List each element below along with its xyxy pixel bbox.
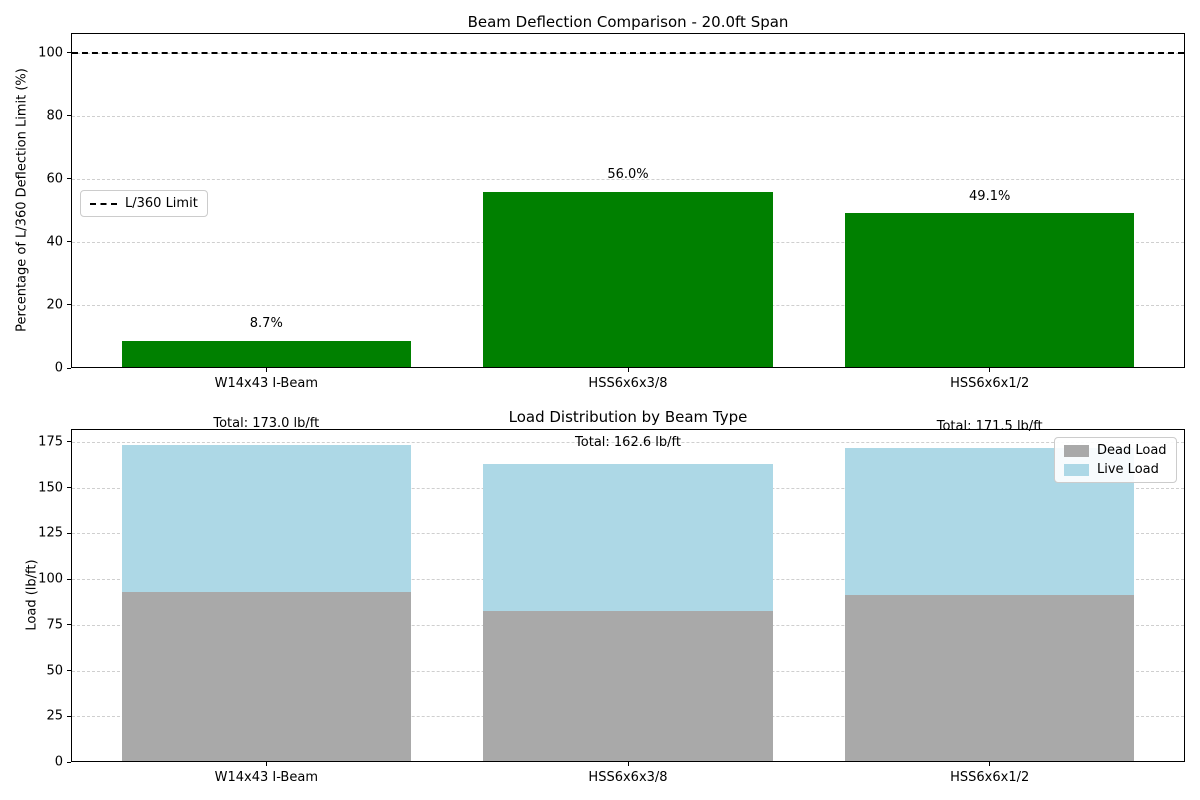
limit-line xyxy=(72,51,1184,54)
deflection-bar xyxy=(121,340,411,367)
y-tick-mark xyxy=(67,487,71,489)
y-tick-mark xyxy=(67,761,71,763)
y-tick-mark xyxy=(67,624,71,626)
y-tick-label: 60 xyxy=(46,171,63,187)
y-tick-mark xyxy=(67,178,71,180)
deflection-bar xyxy=(483,191,773,367)
total-label: Total: 162.6 lb/ft xyxy=(575,434,681,450)
y-tick-label: 125 xyxy=(38,525,63,541)
legend-row: Live Load xyxy=(1064,462,1167,477)
x-tick-mark xyxy=(627,368,629,372)
x-tick-label: HSS6x6x3/8 xyxy=(588,770,668,785)
deflection-y-axis-label: Percentage of L/360 Deflection Limit (%) xyxy=(14,68,30,332)
legend-label: L/360 Limit xyxy=(125,196,198,211)
y-tick-mark xyxy=(67,578,71,580)
y-tick-mark xyxy=(67,115,71,117)
load-y-axis-label: Load (lb/ft) xyxy=(24,559,40,631)
total-label: Total: 173.0 lb/ft xyxy=(213,415,320,431)
legend-label: Dead Load xyxy=(1097,443,1167,458)
x-tick-mark xyxy=(627,762,629,766)
y-tick-label: 100 xyxy=(38,571,63,587)
dead-load-swatch-icon xyxy=(1064,444,1089,457)
grid-line xyxy=(72,115,1184,117)
live-load-swatch-icon xyxy=(1064,463,1089,476)
y-tick-label: 175 xyxy=(38,434,63,450)
dead-load-bar xyxy=(483,610,773,761)
y-tick-mark xyxy=(67,367,71,369)
x-tick-label: HSS6x6x3/8 xyxy=(588,376,668,391)
total-label: Total: 171.5 lb/ft xyxy=(936,418,1043,434)
deflection-legend: L/360 Limit xyxy=(80,190,208,217)
legend-row: Dead Load xyxy=(1064,443,1167,458)
y-tick-label: 40 xyxy=(46,234,63,250)
x-tick-label: HSS6x6x1/2 xyxy=(950,770,1030,785)
x-tick-label: W14x43 I-Beam xyxy=(214,376,318,391)
y-tick-label: 150 xyxy=(38,480,63,496)
grid-line xyxy=(72,441,1184,443)
y-tick-label: 80 xyxy=(46,108,63,124)
y-tick-mark xyxy=(67,532,71,534)
y-tick-label: 50 xyxy=(46,663,63,679)
y-tick-label: 0 xyxy=(54,754,63,770)
legend-row: L/360 Limit xyxy=(90,196,198,211)
x-tick-label: W14x43 I-Beam xyxy=(214,770,318,785)
y-tick-label: 0 xyxy=(54,360,63,376)
load-chart-title: Load Distribution by Beam Type xyxy=(508,408,748,426)
x-tick-mark xyxy=(989,762,991,766)
x-tick-label: HSS6x6x1/2 xyxy=(950,376,1030,391)
dead-load-bar xyxy=(845,594,1135,761)
load-legend: Dead Load Live Load xyxy=(1054,437,1177,483)
y-tick-mark xyxy=(67,670,71,672)
y-tick-mark xyxy=(67,52,71,54)
deflection-bar xyxy=(845,213,1135,367)
y-tick-mark xyxy=(67,304,71,306)
y-tick-label: 75 xyxy=(46,617,63,633)
live-load-bar xyxy=(483,464,773,611)
legend-label: Live Load xyxy=(1097,462,1159,477)
x-tick-mark xyxy=(265,762,267,766)
grid-line xyxy=(72,178,1184,180)
bar-value-label: 49.1% xyxy=(969,188,1011,204)
bar-value-label: 56.0% xyxy=(607,167,649,183)
bar-value-label: 8.7% xyxy=(249,316,283,332)
y-tick-mark xyxy=(67,441,71,443)
y-tick-mark xyxy=(67,715,71,717)
y-tick-label: 100 xyxy=(38,45,63,61)
x-tick-mark xyxy=(265,368,267,372)
dead-load-bar xyxy=(121,591,411,761)
live-load-bar xyxy=(121,445,411,592)
dashed-line-sample-icon xyxy=(90,202,117,205)
deflection-chart-title: Beam Deflection Comparison - 20.0ft Span xyxy=(467,13,789,31)
x-tick-mark xyxy=(989,368,991,372)
y-tick-mark xyxy=(67,241,71,243)
y-tick-label: 25 xyxy=(46,708,63,724)
y-tick-label: 20 xyxy=(46,297,63,313)
